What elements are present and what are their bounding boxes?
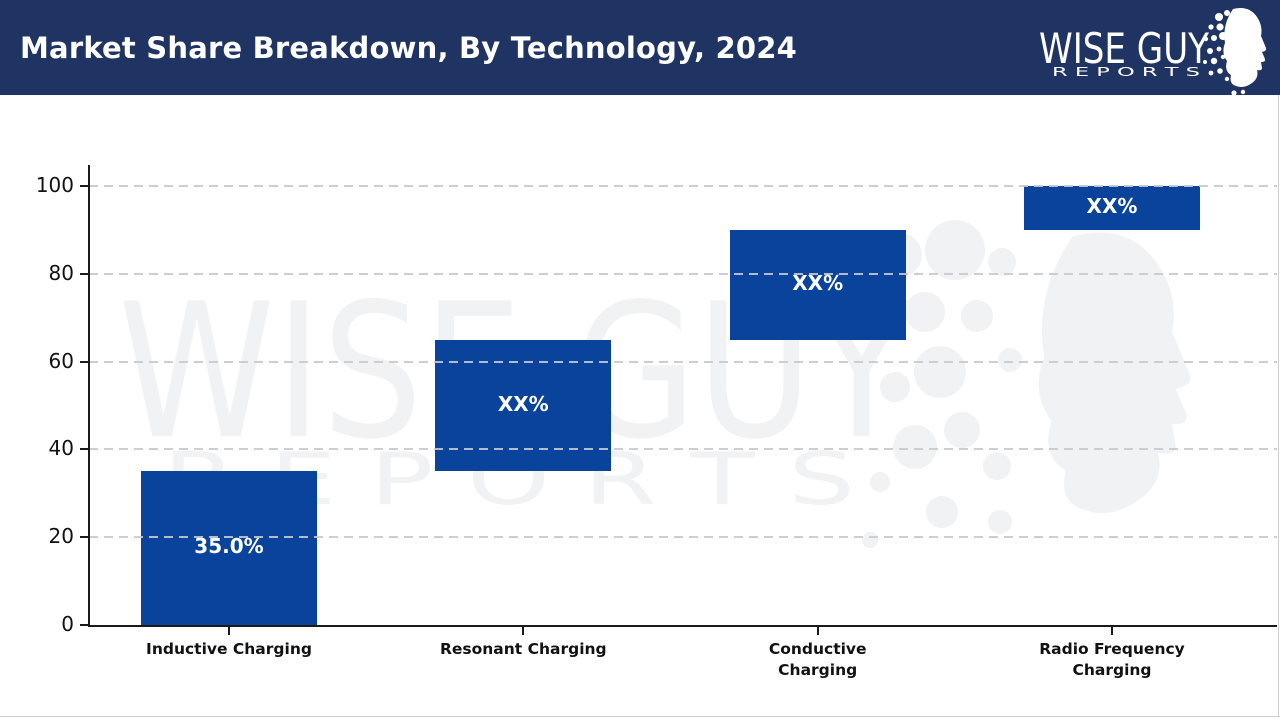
x-tick-resonant-charging — [522, 627, 525, 635]
bar-radio-frequency-charging — [1024, 186, 1200, 230]
gridline-100 — [89, 185, 1277, 187]
bar-value-label-conductive-charging: XX% — [792, 270, 844, 295]
figure-right-border — [1278, 95, 1279, 717]
y-tick-label-20: 20 — [48, 524, 74, 549]
logo-head-icon — [1203, 8, 1267, 95]
y-tick-60 — [80, 360, 88, 363]
y-axis-line — [88, 165, 90, 627]
bar-value-label-resonant-charging: XX% — [497, 391, 549, 416]
y-tick-label-100: 100 — [35, 173, 74, 197]
logo-subtext: R E P O R T S — [1052, 65, 1200, 79]
y-tick-label-40: 40 — [48, 436, 74, 461]
y-tick-0 — [80, 624, 88, 626]
wiseguy-logo: WISE GUY R E P O R T S — [1039, 8, 1267, 95]
x-tick-label-inductive-charging: Inductive Charging — [146, 640, 312, 658]
y-tick-label-60: 60 — [48, 348, 74, 373]
bar-value-label-inductive-charging: 35.0% — [194, 534, 264, 559]
y-tick-100 — [80, 185, 88, 187]
figure-bottom-border — [0, 716, 1280, 717]
logo-wordmark: WISE GUY — [1039, 24, 1209, 73]
x-tick-label-radio-frequency-charging: Radio Frequency Charging — [1039, 640, 1185, 679]
x-tick-conductive-charging — [816, 627, 819, 635]
chart-area: WISE GUY R E P O R T S 35.0% XX% XX% XX% 0 20… — [0, 95, 1280, 720]
chart-title: Market Share Breakdown, By Technology, 2… — [20, 30, 798, 65]
header-bar: Market Share Breakdown, By Technology, 2… — [0, 0, 1280, 95]
bar-inductive-charging — [141, 471, 317, 625]
x-tick-label-conductive-charging: Conductive Charging — [768, 640, 867, 679]
x-tick-radio-frequency-charging — [1111, 627, 1113, 635]
gridline-20 — [89, 536, 1277, 539]
bar-value-label-radio-frequency-charging: XX% — [1086, 193, 1138, 218]
gridline-60 — [89, 360, 1277, 363]
y-tick-40 — [80, 448, 88, 451]
x-tick-inductive-charging — [228, 627, 230, 635]
x-tick-label-resonant-charging: Resonant Charging — [439, 640, 607, 658]
x-axis-line — [88, 625, 1277, 627]
y-tick-label-80: 80 — [48, 260, 74, 285]
y-tick-label-0: 0 — [61, 612, 74, 636]
y-tick-80 — [80, 272, 88, 275]
gridline-80 — [89, 272, 1277, 275]
y-tick-20 — [80, 536, 88, 539]
gridline-40 — [89, 448, 1277, 451]
